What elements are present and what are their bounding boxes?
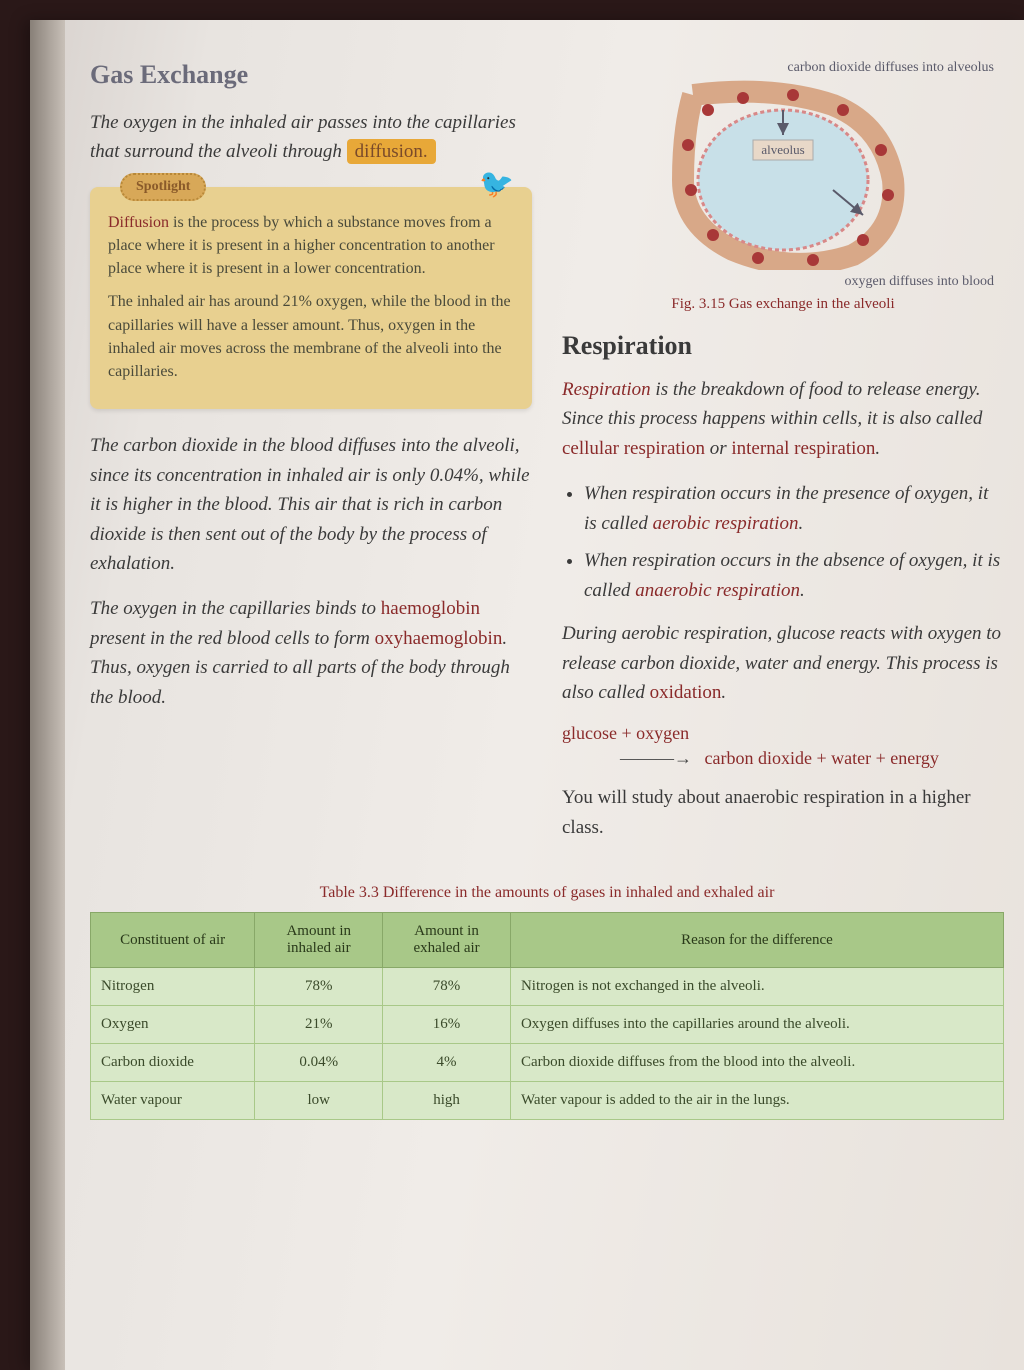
gas-table: Constituent of air Amount in inhaled air… — [90, 912, 1004, 1120]
oxidation-paragraph: During aerobic respiration, glucose reac… — [562, 619, 1004, 707]
bird-icon: 🐦 — [479, 167, 514, 201]
th-reason: Reason for the difference — [510, 913, 1003, 968]
table-row: Nitrogen 78% 78% Nitrogen is not exchang… — [91, 968, 1004, 1006]
table-row: Carbon dioxide 0.04% 4% Carbon dioxide d… — [91, 1044, 1004, 1082]
respiration-term: Respiration — [562, 379, 651, 400]
respiration-intro: Respiration is the breakdown of food to … — [562, 375, 1004, 463]
haemoglobin-term: haemoglobin — [381, 598, 480, 619]
aerobic-bullet: When respiration occurs in the presence … — [584, 479, 1004, 538]
oxidation-term: oxidation — [650, 682, 722, 703]
gas-exchange-heading: Gas Exchange — [90, 60, 532, 90]
spotlight-p1: Diffusion is the process by which a subs… — [108, 211, 514, 281]
diffusion-keyword: Diffusion — [108, 214, 169, 231]
spotlight-label: Spotlight — [120, 173, 206, 201]
respiration-heading: Respiration — [562, 331, 1004, 361]
alveolus-label-text: alveolus — [761, 142, 804, 157]
carbon-dioxide-paragraph: The carbon dioxide in the blood diffuses… — [90, 431, 532, 578]
respiration-bullets: When respiration occurs in the presence … — [562, 479, 1004, 605]
diffusion-highlight: diffusion. — [347, 139, 436, 164]
left-column: Gas Exchange The oxygen in the inhaled a… — [90, 60, 532, 858]
cellular-respiration-term: cellular respiration — [562, 438, 705, 459]
diagram-bottom-label: oxygen diffuses into blood — [562, 274, 1004, 290]
intro-text: The oxygen in the inhaled air passes int… — [90, 112, 516, 162]
oxyhaemoglobin-term: oxyhaemoglobin — [375, 628, 503, 649]
table-row: Oxygen 21% 16% Oxygen diffuses into the … — [91, 1006, 1004, 1044]
internal-respiration-term: internal respiration — [731, 438, 875, 459]
diagram-top-label: carbon dioxide diffuses into alveolus — [562, 60, 1004, 76]
reactants: glucose + oxygen — [562, 723, 689, 743]
right-column: carbon dioxide diffuses into alveolus al… — [562, 60, 1004, 858]
haemoglobin-paragraph: The oxygen in the capillaries binds to h… — [90, 594, 532, 712]
th-inhaled: Amount in inhaled air — [255, 913, 383, 968]
intro-paragraph: The oxygen in the inhaled air passes int… — [90, 108, 532, 167]
products: ———→ carbon dioxide + water + energy — [612, 748, 1004, 769]
spotlight-p2: The inhaled air has around 21% oxygen, w… — [108, 290, 514, 383]
alveolus-svg: alveolus — [633, 80, 933, 270]
table-header-row: Constituent of air Amount in inhaled air… — [91, 913, 1004, 968]
book-spine-shadow — [30, 20, 65, 1370]
textbook-page: Gas Exchange The oxygen in the inhaled a… — [30, 20, 1024, 1370]
alveolus-diagram: carbon dioxide diffuses into alveolus al… — [562, 60, 1004, 313]
spotlight-box: Spotlight 🐦 Diffusion is the process by … — [90, 187, 532, 409]
anaerobic-bullet: When respiration occurs in the absence o… — [584, 546, 1004, 605]
table-caption: Table 3.3 Difference in the amounts of g… — [90, 884, 1004, 902]
two-column-layout: Gas Exchange The oxygen in the inhaled a… — [90, 60, 1004, 858]
table-row: Water vapour low high Water vapour is ad… — [91, 1082, 1004, 1120]
th-exhaled: Amount in exhaled air — [383, 913, 511, 968]
figure-caption: Fig. 3.15 Gas exchange in the alveoli — [562, 296, 1004, 313]
higher-class-note: You will study about anaerobic respirati… — [562, 783, 1004, 842]
respiration-equation: glucose + oxygen ———→ carbon dioxide + w… — [562, 723, 1004, 769]
table-body: Nitrogen 78% 78% Nitrogen is not exchang… — [91, 968, 1004, 1120]
th-constituent: Constituent of air — [91, 913, 255, 968]
